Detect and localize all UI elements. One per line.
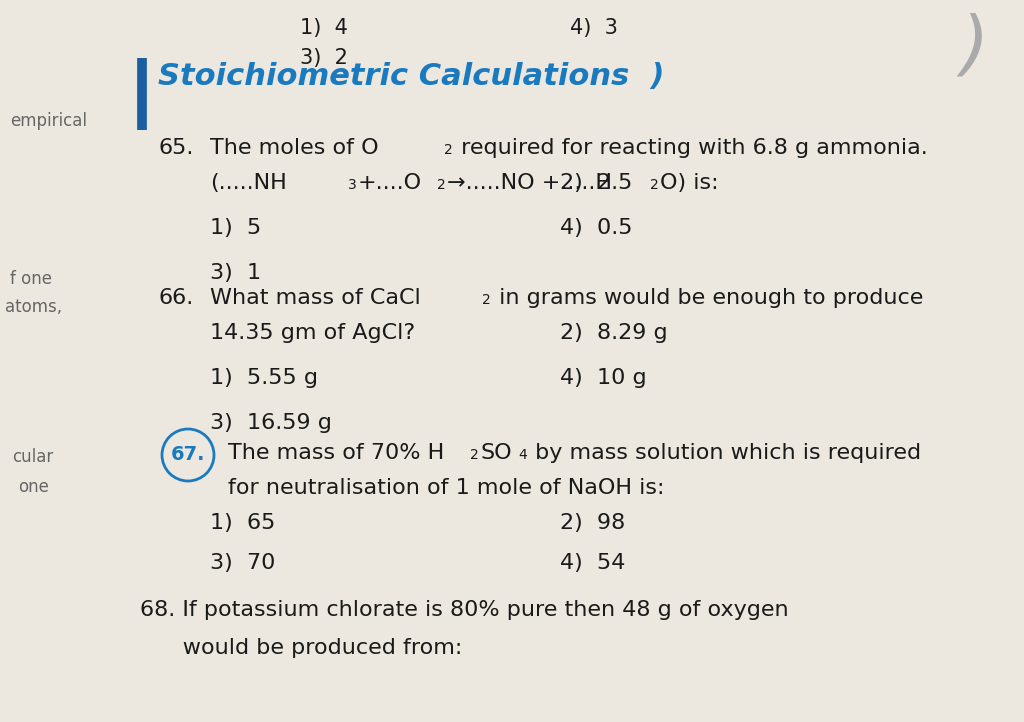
Text: →.....NO +.....H: →.....NO +.....H bbox=[447, 173, 612, 193]
Text: 1)  65: 1) 65 bbox=[210, 513, 275, 533]
Text: 2)  8.29 g: 2) 8.29 g bbox=[560, 323, 668, 343]
Text: What mass of CaCl: What mass of CaCl bbox=[210, 288, 421, 308]
Text: empirical: empirical bbox=[10, 112, 87, 130]
Text: 1)  5: 1) 5 bbox=[210, 218, 261, 238]
Text: +....O: +....O bbox=[358, 173, 422, 193]
Text: 2: 2 bbox=[437, 178, 445, 192]
Text: 2: 2 bbox=[650, 178, 658, 192]
Text: 68. If potassium chlorate is 80% pure then 48 g of oxygen: 68. If potassium chlorate is 80% pure th… bbox=[140, 600, 788, 620]
Text: 66.: 66. bbox=[158, 288, 194, 308]
Text: 67.: 67. bbox=[171, 445, 205, 464]
Text: by mass solution which is required: by mass solution which is required bbox=[528, 443, 922, 463]
Text: f one: f one bbox=[10, 270, 52, 288]
Text: 1)  5.55 g: 1) 5.55 g bbox=[210, 368, 318, 388]
Text: required for reacting with 6.8 g ammonia.: required for reacting with 6.8 g ammonia… bbox=[454, 138, 928, 158]
Text: 14.35 gm of AgCl?: 14.35 gm of AgCl? bbox=[210, 323, 415, 343]
Text: for neutralisation of 1 mole of NaOH is:: for neutralisation of 1 mole of NaOH is: bbox=[228, 478, 665, 498]
Text: The moles of O: The moles of O bbox=[210, 138, 379, 158]
Text: 2)  2.5: 2) 2.5 bbox=[560, 173, 633, 193]
Text: 3: 3 bbox=[348, 178, 356, 192]
Text: 3)  2: 3) 2 bbox=[300, 48, 348, 68]
Text: 65.: 65. bbox=[158, 138, 194, 158]
Text: would be produced from:: would be produced from: bbox=[140, 638, 463, 658]
Text: 1)  4: 1) 4 bbox=[300, 18, 348, 38]
Text: The mass of 70% H: The mass of 70% H bbox=[228, 443, 444, 463]
Text: ): ) bbox=[961, 12, 988, 81]
Text: SO: SO bbox=[480, 443, 512, 463]
Text: 2: 2 bbox=[482, 293, 490, 307]
Text: 4)  3: 4) 3 bbox=[570, 18, 617, 38]
Text: one: one bbox=[18, 478, 49, 496]
Text: 3)  70: 3) 70 bbox=[210, 553, 275, 573]
Text: O) is:: O) is: bbox=[660, 173, 719, 193]
Text: 4)  54: 4) 54 bbox=[560, 553, 626, 573]
Text: 2: 2 bbox=[470, 448, 479, 462]
Text: 3)  16.59 g: 3) 16.59 g bbox=[210, 413, 332, 433]
Text: 4: 4 bbox=[518, 448, 526, 462]
Text: 2)  98: 2) 98 bbox=[560, 513, 626, 533]
Text: 2: 2 bbox=[444, 143, 453, 157]
Text: 4)  0.5: 4) 0.5 bbox=[560, 218, 633, 238]
Text: cular: cular bbox=[12, 448, 53, 466]
Text: 4)  10 g: 4) 10 g bbox=[560, 368, 646, 388]
Text: in grams would be enough to produce: in grams would be enough to produce bbox=[492, 288, 924, 308]
Text: (.....NH: (.....NH bbox=[210, 173, 287, 193]
Text: 3)  1: 3) 1 bbox=[210, 263, 261, 283]
Text: atoms,: atoms, bbox=[5, 298, 62, 316]
Text: Stoichiometric Calculations  ): Stoichiometric Calculations ) bbox=[158, 62, 665, 91]
